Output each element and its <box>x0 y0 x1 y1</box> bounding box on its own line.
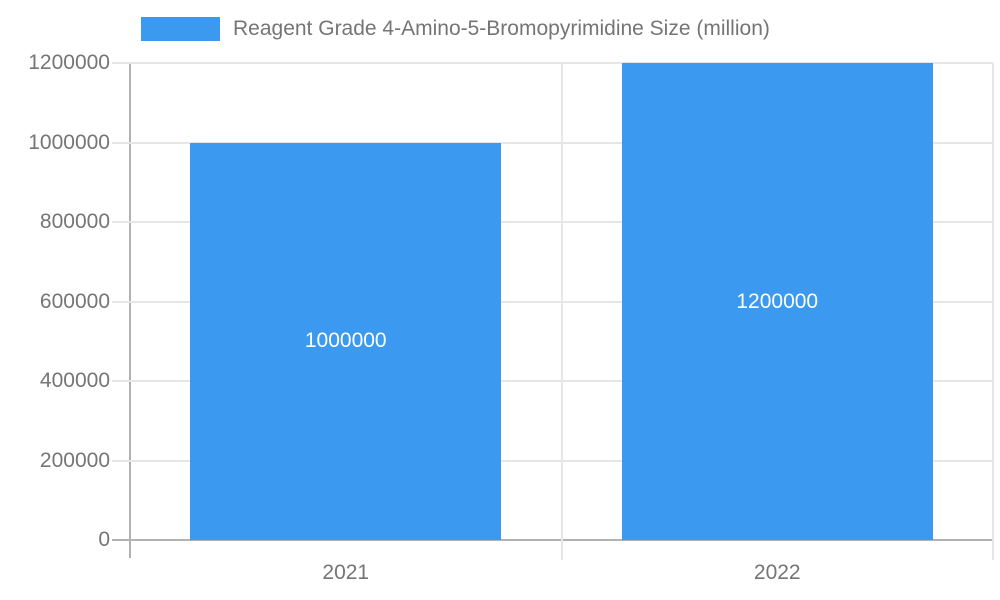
x-axis-line <box>112 539 993 541</box>
y-tick-label-0: 0 <box>98 528 110 551</box>
y-tick-label-400000: 400000 <box>39 369 110 392</box>
y-tick-label-1000000: 1000000 <box>28 130 110 154</box>
y-tick-label-600000: 600000 <box>39 289 110 313</box>
gridline-y-600000 <box>112 300 993 303</box>
bar-value-label-2021: 1000000 <box>304 329 387 353</box>
plot-area: 1000000 1200000 <box>112 62 994 560</box>
gridline-y-200000 <box>112 459 993 462</box>
gridline-y-1200000 <box>112 62 993 64</box>
bar-2021[interactable]: 1000000 <box>190 142 502 540</box>
x-tick-label-2021: 2021 <box>322 561 370 584</box>
legend-swatch <box>141 17 220 41</box>
bar-value-label-2022: 1200000 <box>736 289 819 313</box>
legend-label: Reagent Grade 4-Amino-5-Bromopyrimidine … <box>233 17 770 40</box>
y-tick-label-800000: 800000 <box>39 210 110 233</box>
x-tick-label-2022: 2022 <box>753 561 801 584</box>
gridline-x-2 <box>992 63 994 560</box>
gridline-x-1 <box>560 63 563 560</box>
y-axis-line <box>129 63 131 558</box>
legend: Reagent Grade 4-Amino-5-Bromopyrimidine … <box>141 17 770 41</box>
gridline-y-400000 <box>112 380 993 382</box>
bar-2022[interactable]: 1200000 <box>621 63 933 540</box>
gridline-y-1000000 <box>112 141 993 144</box>
y-tick-label-1200000: 1200000 <box>28 51 110 74</box>
y-tick-label-200000: 200000 <box>39 448 110 472</box>
gridline-y-800000 <box>112 221 993 223</box>
